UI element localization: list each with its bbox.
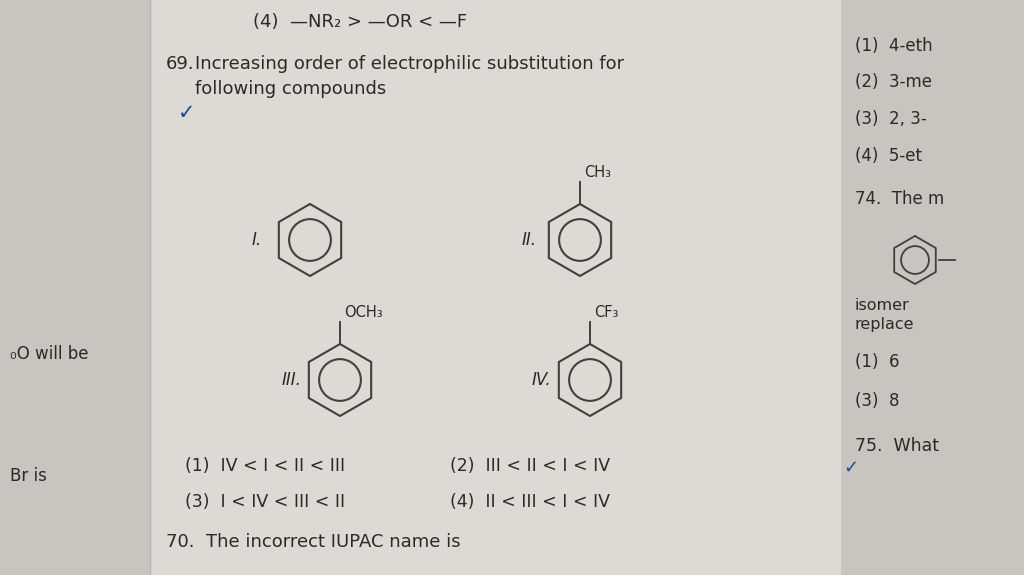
Text: (3)  2, 3-: (3) 2, 3- (855, 110, 927, 128)
Text: CF₃: CF₃ (594, 305, 618, 320)
Text: Increasing order of electrophilic substitution for
following compounds: Increasing order of electrophilic substi… (195, 55, 624, 98)
Text: (4)  —NR₂ > —OR < —F: (4) —NR₂ > —OR < —F (253, 13, 467, 31)
Text: Br is: Br is (10, 467, 47, 485)
Text: OCH₃: OCH₃ (344, 305, 383, 320)
Text: ₀O will be: ₀O will be (10, 345, 88, 363)
Text: II.: II. (522, 231, 537, 249)
Text: (2)  III < II < I < IV: (2) III < II < I < IV (450, 457, 610, 475)
Text: (4)  5-et: (4) 5-et (855, 147, 922, 165)
Text: 69.: 69. (166, 55, 195, 73)
Text: ✓: ✓ (178, 103, 196, 123)
Bar (150, 0, 840, 575)
Text: (1)  IV < I < II < III: (1) IV < I < II < III (185, 457, 345, 475)
Text: (4)  II < III < I < IV: (4) II < III < I < IV (450, 493, 610, 511)
Text: 74.  The m: 74. The m (855, 190, 944, 208)
Text: replace: replace (855, 317, 914, 332)
Text: (1)  4-eth: (1) 4-eth (855, 37, 933, 55)
Text: CH₃: CH₃ (584, 165, 611, 180)
Text: (3)  I < IV < III < II: (3) I < IV < III < II (185, 493, 345, 511)
Text: ✓: ✓ (843, 459, 858, 477)
Text: isomer: isomer (855, 298, 909, 313)
Text: 75.  What: 75. What (855, 437, 939, 455)
Text: IV.: IV. (532, 371, 552, 389)
Text: III.: III. (282, 371, 302, 389)
Text: (2)  3-me: (2) 3-me (855, 73, 932, 91)
Text: (1)  6: (1) 6 (855, 353, 899, 371)
Text: (3)  8: (3) 8 (855, 392, 899, 410)
Text: 70.  The incorrect IUPAC name is: 70. The incorrect IUPAC name is (166, 533, 461, 551)
Text: I.: I. (252, 231, 262, 249)
